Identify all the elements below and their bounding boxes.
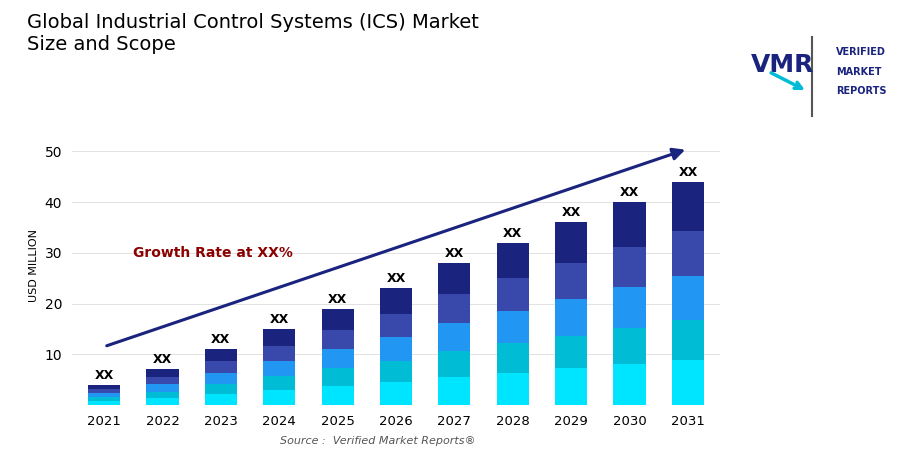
Bar <box>205 361 237 373</box>
Bar <box>147 369 178 377</box>
Bar <box>88 393 121 397</box>
Bar <box>614 287 645 328</box>
Text: XX: XX <box>270 313 289 326</box>
Bar <box>321 369 354 386</box>
Text: Source :  Verified Market Reports®: Source : Verified Market Reports® <box>280 436 476 446</box>
Text: XX: XX <box>679 166 698 179</box>
Bar <box>438 377 471 405</box>
Bar <box>321 386 354 405</box>
Bar <box>380 360 412 382</box>
Bar <box>380 382 412 405</box>
Bar <box>88 397 121 401</box>
Bar <box>555 299 587 336</box>
Bar <box>263 390 295 405</box>
Bar <box>88 389 121 393</box>
Bar <box>147 377 178 384</box>
Text: XX: XX <box>562 207 580 219</box>
Bar <box>205 349 237 361</box>
Bar <box>205 373 237 384</box>
Bar <box>263 376 295 390</box>
Bar <box>497 311 529 343</box>
Y-axis label: USD MILLION: USD MILLION <box>29 229 39 302</box>
Bar <box>671 231 704 275</box>
Bar <box>555 336 587 369</box>
Bar <box>555 262 587 299</box>
Bar <box>205 384 237 394</box>
Text: XX: XX <box>328 292 347 306</box>
Text: Global Industrial Control Systems (ICS) Market
Size and Scope: Global Industrial Control Systems (ICS) … <box>27 14 479 54</box>
Bar <box>380 288 412 314</box>
Text: VMR: VMR <box>752 53 814 76</box>
Bar <box>380 314 412 338</box>
Bar <box>147 392 178 398</box>
Text: MARKET: MARKET <box>836 67 882 76</box>
Bar <box>147 398 178 405</box>
Bar <box>497 373 529 405</box>
Bar <box>497 343 529 373</box>
Text: VERIFIED: VERIFIED <box>836 47 886 57</box>
Text: REPORTS: REPORTS <box>836 86 886 96</box>
Bar <box>321 349 354 369</box>
Bar <box>438 351 471 377</box>
Bar <box>671 182 704 231</box>
Text: Growth Rate at XX%: Growth Rate at XX% <box>133 246 293 260</box>
Bar <box>671 360 704 405</box>
Text: XX: XX <box>620 186 639 199</box>
Bar <box>438 294 471 323</box>
Bar <box>671 275 704 320</box>
Bar <box>671 320 704 360</box>
Bar <box>147 384 178 392</box>
Bar <box>555 222 587 262</box>
Bar <box>380 338 412 360</box>
Bar <box>614 328 645 365</box>
Bar <box>555 369 587 405</box>
Bar <box>263 329 295 346</box>
Bar <box>88 401 121 405</box>
Bar <box>321 309 354 330</box>
Text: XX: XX <box>445 247 464 260</box>
Bar <box>438 263 471 294</box>
Bar <box>614 364 645 405</box>
Text: XX: XX <box>386 272 406 285</box>
Bar <box>321 330 354 349</box>
Text: XX: XX <box>153 353 172 366</box>
Bar <box>497 279 529 311</box>
Bar <box>614 247 645 287</box>
Text: XX: XX <box>94 369 113 382</box>
Bar <box>88 385 121 389</box>
Bar <box>205 394 237 405</box>
Bar <box>497 243 529 279</box>
Bar <box>263 346 295 361</box>
Bar <box>438 323 471 351</box>
Text: XX: XX <box>503 227 522 240</box>
Text: XX: XX <box>212 333 230 346</box>
Bar <box>614 202 645 247</box>
Bar <box>263 361 295 376</box>
